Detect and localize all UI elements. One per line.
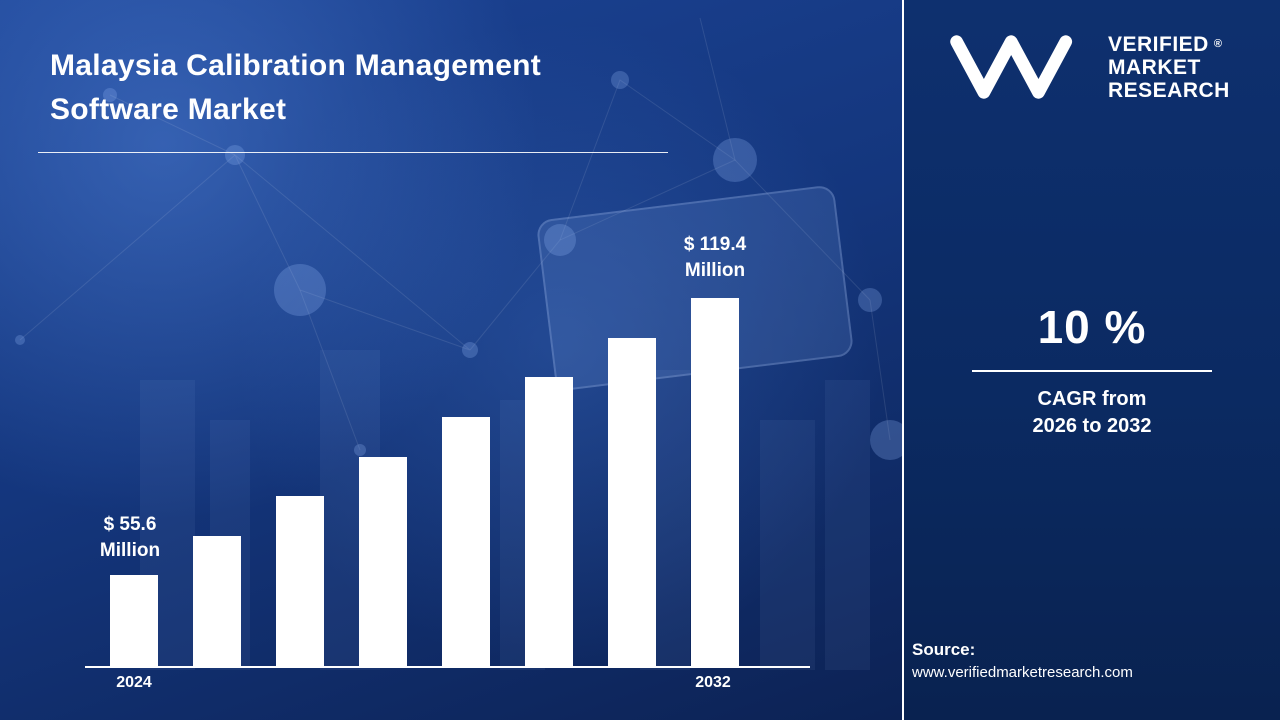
cagr-caption-line-2: 2026 to 2032 [1032, 415, 1152, 437]
last-bar-value-label: $ 119.4 Million [645, 232, 785, 284]
first-bar-unit: Million [99, 540, 161, 561]
page-title: Malaysia Calibration Management Software… [50, 49, 542, 126]
brand-line-1: VERIFIED ® [1108, 33, 1230, 56]
source-block: Source: www.verifiedmarketresearch.com [912, 638, 1276, 684]
bar [525, 377, 573, 668]
bar [110, 575, 158, 668]
last-bar-unit: Million [684, 260, 746, 281]
bar [276, 496, 324, 668]
registered-trademark-symbol: ® [1213, 37, 1223, 50]
bars [110, 298, 739, 668]
bar [608, 338, 656, 668]
last-bar-amount: $ 119.4 [683, 234, 747, 255]
x-axis-baseline [85, 666, 810, 668]
bar [442, 417, 490, 668]
cagr-block: 10 % CAGR from 2026 to 2032 [904, 300, 1280, 440]
brand-line-3: RESEARCH [1108, 78, 1230, 102]
first-bar-value-label: $ 55.6 Million [70, 512, 190, 564]
panel-divider [902, 0, 904, 720]
bar [193, 536, 241, 668]
x-tick-first-year: 2024 [116, 674, 152, 691]
bar [359, 457, 407, 668]
vmr-monogram-icon [950, 35, 1073, 99]
x-tick-last-year: 2032 [695, 674, 731, 691]
info-panel: VERIFIED ® MARKET RESEARCH 10 % CAGR from… [904, 0, 1280, 720]
brand-line-2: MARKET [1108, 55, 1201, 79]
cagr-underline [972, 370, 1212, 372]
title-underline [38, 152, 668, 153]
cagr-caption: CAGR from 2026 to 2032 [904, 386, 1280, 440]
brand-logo: VERIFIED ® MARKET RESEARCH [942, 28, 1230, 106]
cagr-value: 10 % [1037, 301, 1147, 353]
source-label: Source: [912, 640, 976, 659]
chart-panel: Malaysia Calibration Management Software… [0, 0, 904, 720]
bar [691, 298, 739, 668]
cagr-caption-line-1: CAGR from [1037, 388, 1147, 410]
first-bar-amount: $ 55.6 [103, 514, 157, 535]
source-url: www.verifiedmarketresearch.com [912, 664, 1133, 681]
brand-word-verified: VERIFIED [1108, 32, 1209, 56]
brand-wordmark: VERIFIED ® MARKET RESEARCH [1108, 33, 1230, 102]
